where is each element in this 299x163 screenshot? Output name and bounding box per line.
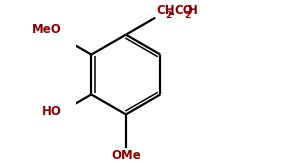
- Text: MeO: MeO: [31, 23, 61, 37]
- Text: OMe: OMe: [111, 149, 141, 163]
- Text: 2: 2: [165, 11, 171, 20]
- Text: HO: HO: [41, 105, 61, 118]
- Text: 2: 2: [184, 11, 190, 20]
- Text: CO: CO: [175, 4, 194, 17]
- Text: H: H: [188, 4, 198, 17]
- Text: CH: CH: [156, 4, 175, 17]
